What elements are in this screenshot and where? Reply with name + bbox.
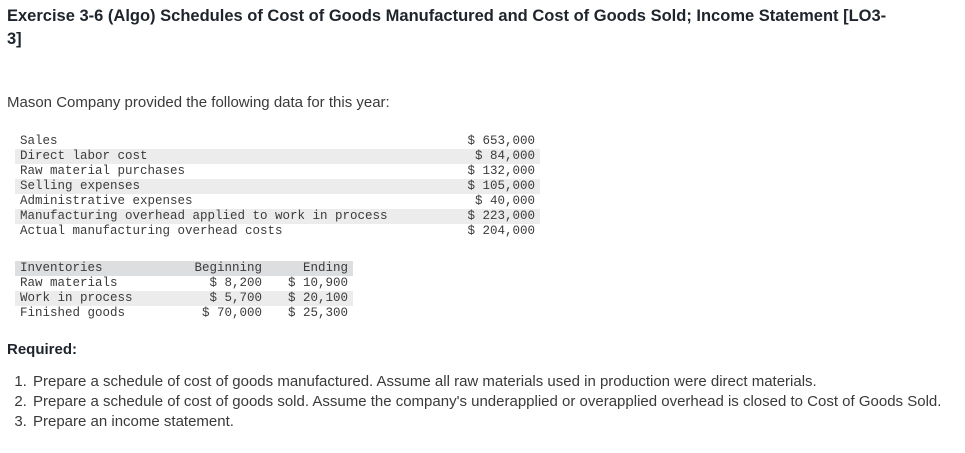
row-label: Manufacturing overhead applied to work i… (20, 209, 388, 223)
requirement-item: Prepare a schedule of cost of goods sold… (31, 392, 952, 412)
table-row: Finished goods $ 70,000 $ 25,300 (15, 306, 353, 321)
row-amount: $ 40,000 (474, 194, 535, 208)
row-beginning-amount: $ 70,000 (201, 306, 262, 320)
row-label: Raw materials (20, 276, 118, 290)
row-ending-amount: $ 25,300 (287, 306, 348, 320)
required-label: Required: (7, 341, 78, 358)
row-label: Finished goods (20, 306, 126, 320)
intro-text: Mason Company provided the following dat… (7, 94, 390, 111)
table-row: Sales $ 653,000 (15, 134, 540, 149)
row-ending-amount: $ 10,900 (287, 276, 348, 290)
inventories-table: Inventories Beginning Ending Raw materia… (15, 261, 353, 321)
row-label: Raw material purchases (20, 164, 186, 178)
row-amount: $ 105,000 (467, 179, 535, 193)
row-label: Actual manufacturing overhead costs (20, 224, 283, 238)
row-beginning-amount: $ 5,700 (209, 291, 262, 305)
table-row: Administrative expenses $ 40,000 (15, 194, 540, 209)
row-amount: $ 84,000 (474, 149, 535, 163)
row-amount: $ 653,000 (467, 134, 535, 148)
table-row: Raw materials $ 8,200 $ 10,900 (15, 276, 353, 291)
row-label: Selling expenses (20, 179, 141, 193)
row-label: Direct labor cost (20, 149, 148, 163)
row-beginning-amount: $ 8,200 (209, 276, 262, 290)
row-label: Sales (20, 134, 58, 148)
exercise-title: Exercise 3-6 (Algo) Schedules of Cost of… (7, 7, 887, 48)
row-amount: $ 223,000 (467, 209, 535, 223)
row-ending-amount: $ 20,100 (287, 291, 348, 305)
requirement-item: Prepare a schedule of cost of goods manu… (31, 372, 952, 392)
table-row: Actual manufacturing overhead costs $ 20… (15, 224, 540, 239)
table-row: Work in process $ 5,700 $ 20,100 (15, 291, 353, 306)
row-amount: $ 132,000 (467, 164, 535, 178)
inventories-header-row: Inventories Beginning Ending (15, 261, 353, 276)
requirements-list: Prepare a schedule of cost of goods manu… (7, 372, 952, 432)
table-row: Raw material purchases $ 132,000 (15, 164, 540, 179)
company-data-table: Sales $ 653,000 Direct labor cost $ 84,0… (15, 134, 540, 239)
row-label: Administrative expenses (20, 194, 193, 208)
row-label: Work in process (20, 291, 133, 305)
requirement-item: Prepare an income statement. (31, 412, 952, 432)
col-header-beginning: Beginning (194, 261, 262, 275)
row-amount: $ 204,000 (467, 224, 535, 238)
col-header-ending: Ending (302, 261, 348, 275)
col-header-inventories: Inventories (20, 261, 103, 275)
table-row: Direct labor cost $ 84,000 (15, 149, 540, 164)
table-row: Selling expenses $ 105,000 (15, 179, 540, 194)
table-row: Manufacturing overhead applied to work i… (15, 209, 540, 224)
